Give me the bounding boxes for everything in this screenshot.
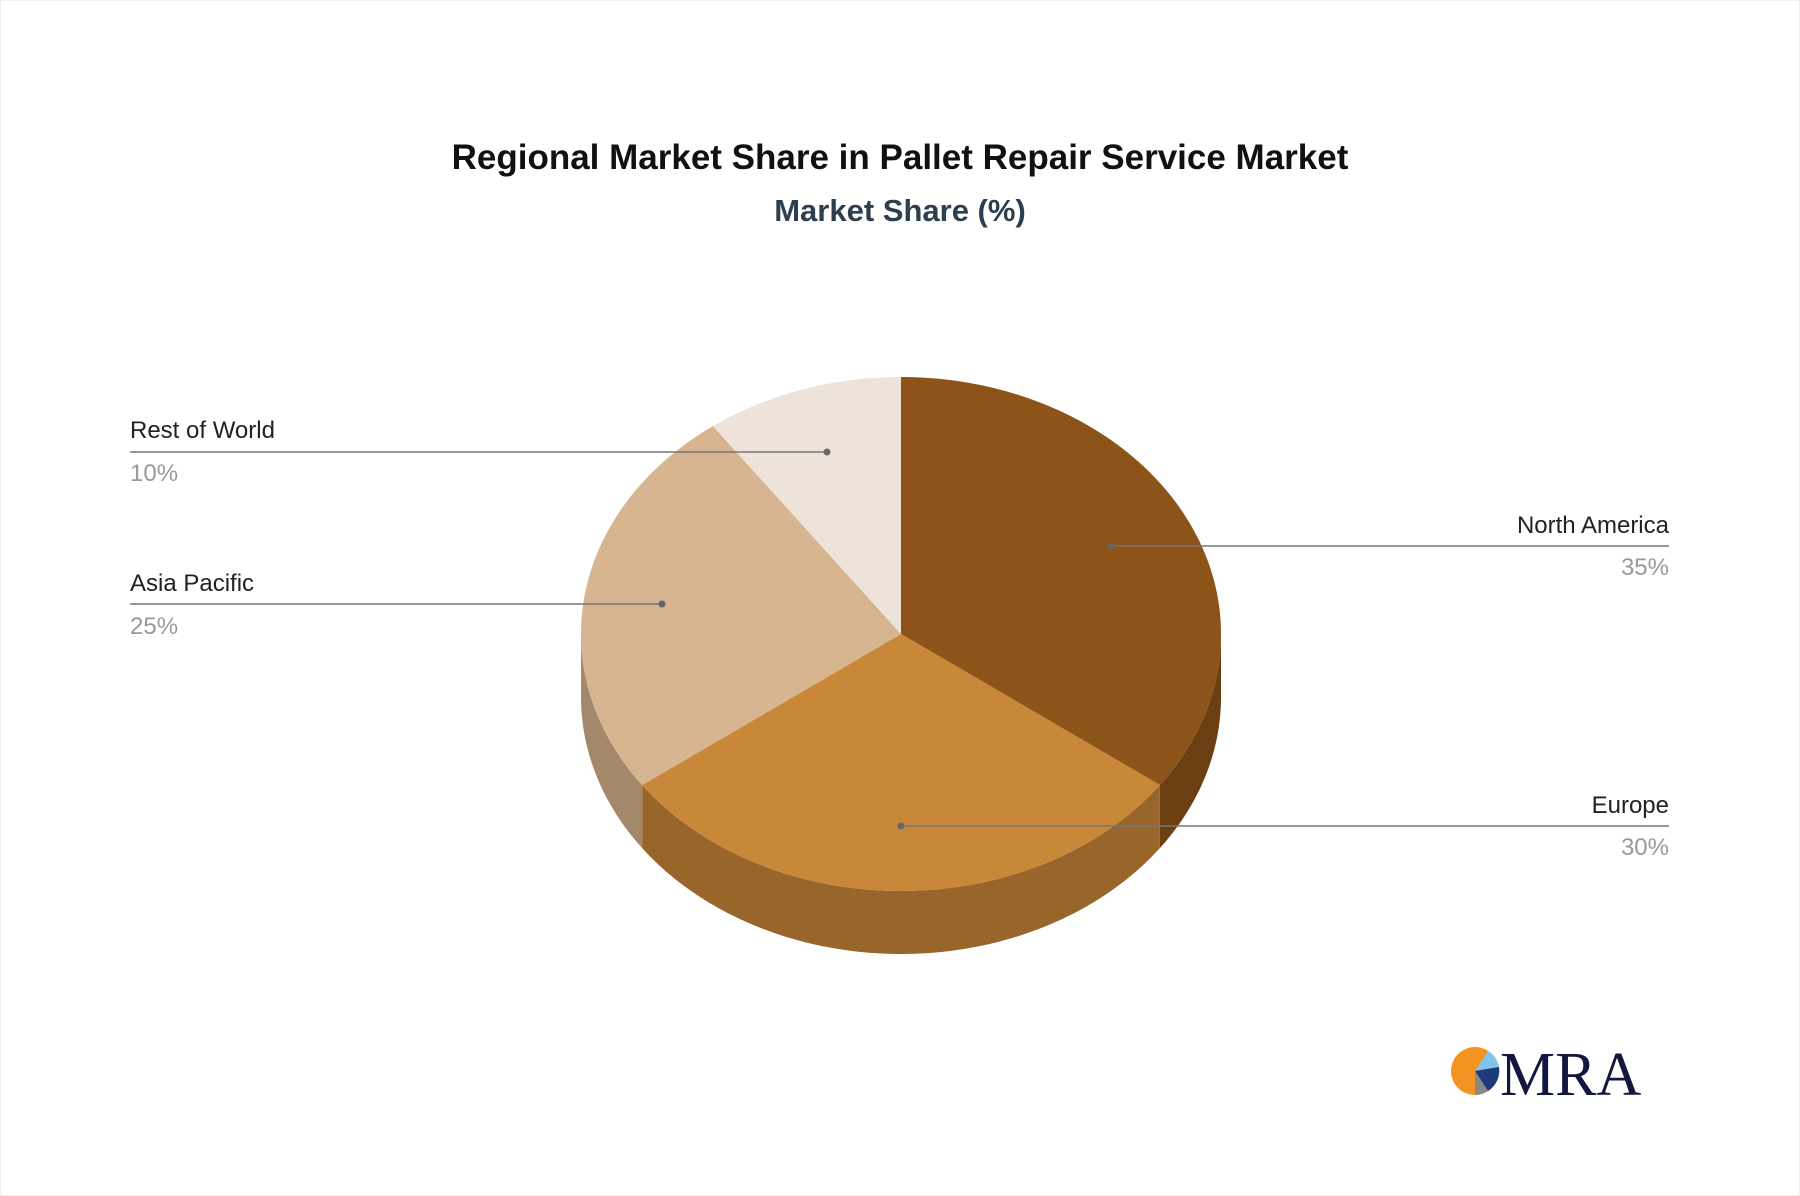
pie-slice-north-america[interactable] <box>901 377 1221 786</box>
pie-side-europe <box>642 785 1160 954</box>
value-label-asia-pacific: 25% <box>130 613 178 640</box>
label-europe: Europe <box>1592 792 1669 819</box>
leader-dot-europe <box>897 822 905 830</box>
leader-dot-north-america <box>1107 542 1115 550</box>
chart-title: Regional Market Share in Pallet Repair S… <box>452 138 1349 177</box>
value-label-europe: 30% <box>1621 834 1669 861</box>
mra-logo: MRA <box>1451 1041 1641 1109</box>
pie-side-asia-pacific <box>581 634 643 849</box>
logo-text: MRA <box>1500 1041 1641 1109</box>
chart-subtitle: Market Share (%) <box>774 193 1026 228</box>
pie-side-north-america <box>1159 634 1221 849</box>
leader-dot-asia-pacific <box>658 600 666 608</box>
value-label-north-america: 35% <box>1621 554 1669 581</box>
label-rest-of-world: Rest of World <box>130 417 275 444</box>
label-asia-pacific: Asia Pacific <box>130 570 254 597</box>
label-north-america: North America <box>1517 512 1670 539</box>
pie-slice-rest-of-world[interactable] <box>712 377 901 634</box>
value-label-rest-of-world: 10% <box>130 460 178 487</box>
pie-slice-asia-pacific[interactable] <box>581 426 901 786</box>
leader-dot-rest-of-world <box>823 448 831 456</box>
